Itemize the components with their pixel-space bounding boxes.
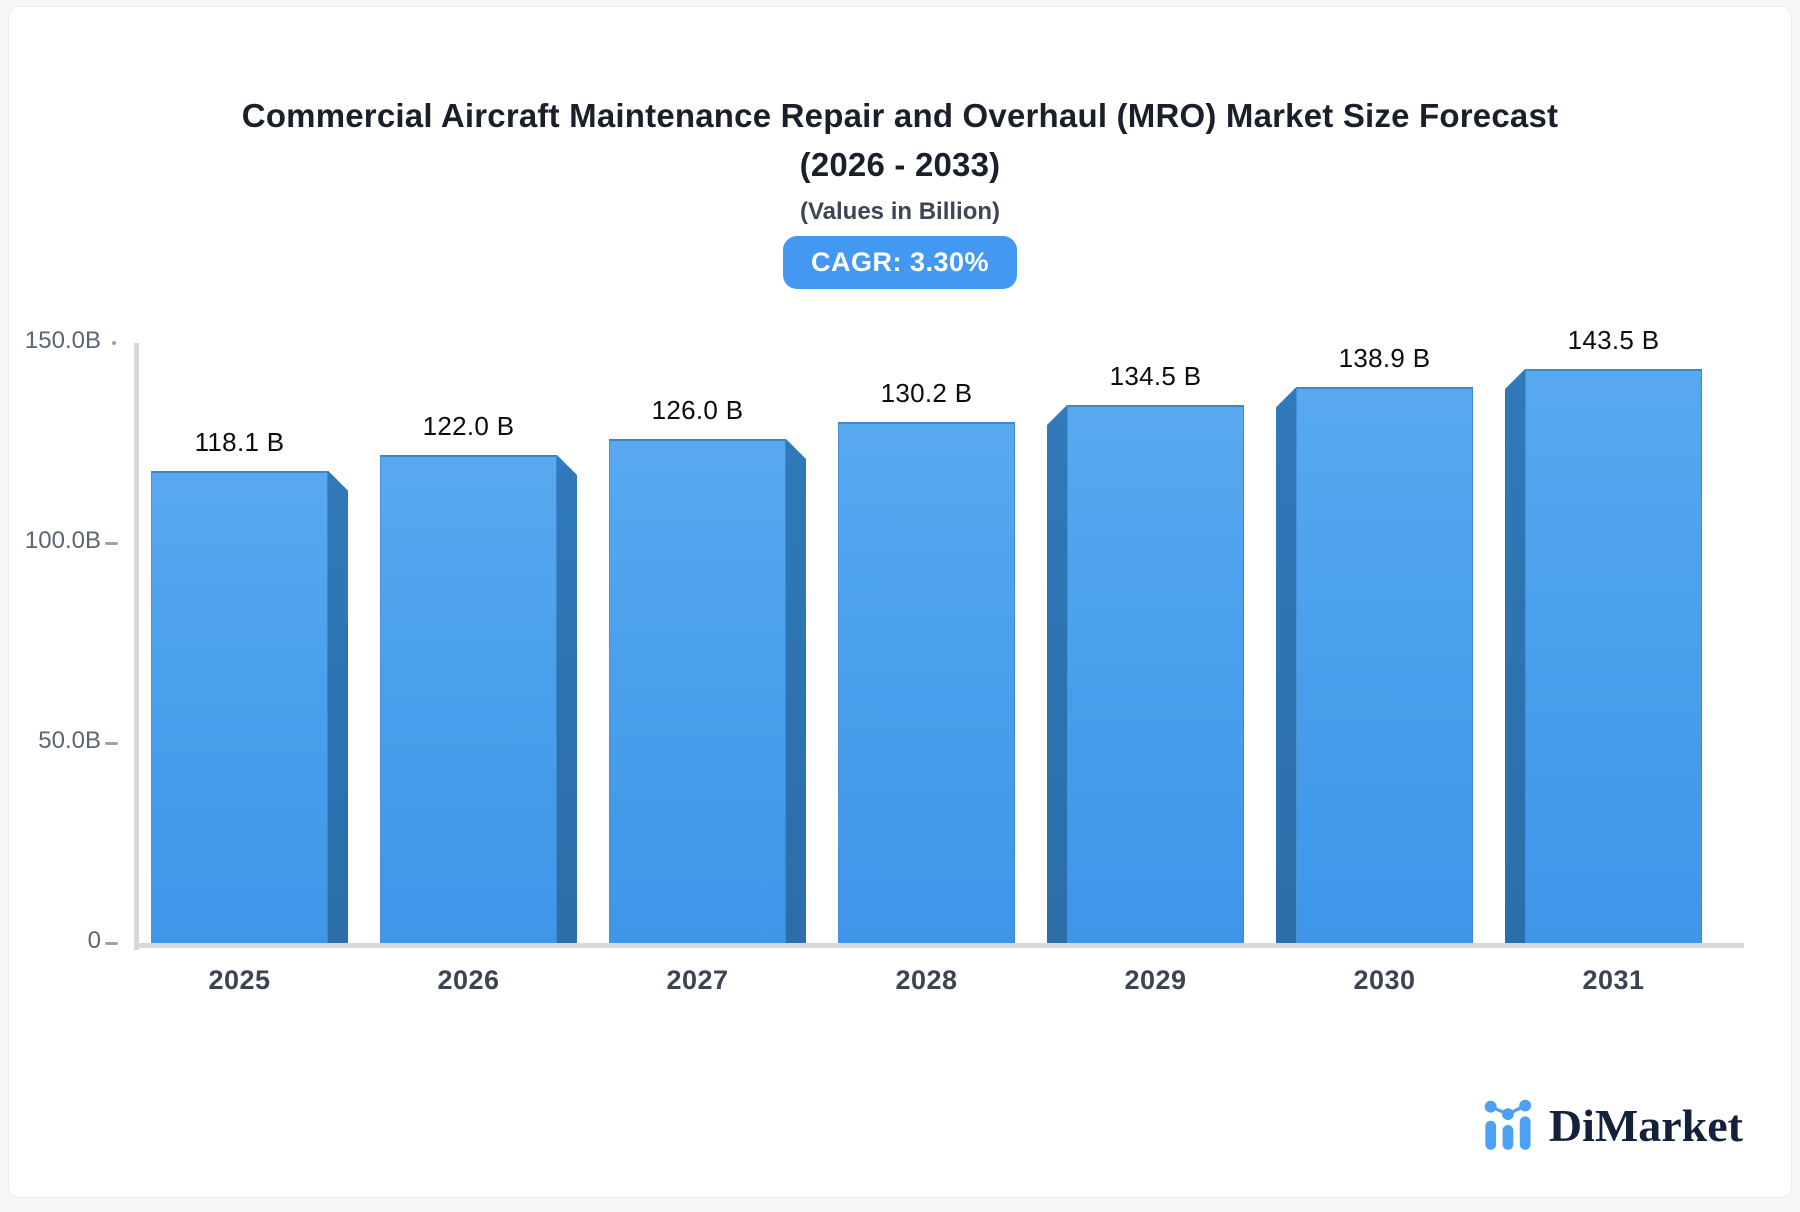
y-axis-tick-label: 150.0B (24, 327, 101, 354)
bar-value-label: 138.9 B (1338, 343, 1431, 374)
brand-logo-icon (1484, 1099, 1531, 1150)
cagr-badge: CAGR: 3.30% (782, 236, 1018, 289)
bar-3d-side (1047, 405, 1067, 943)
bar-2028[interactable] (838, 422, 1015, 943)
bar-value-label: 130.2 B (880, 378, 973, 409)
brand-logo[interactable]: DiMarket (1481, 1097, 1743, 1153)
bar-2025[interactable] (151, 470, 328, 943)
y-axis-tick-label: 100.0B (24, 527, 101, 554)
x-axis-label-2030: 2030 (1353, 965, 1416, 995)
bar-value-label: 122.0 B (422, 411, 515, 441)
x-axis-label-2031: 2031 (1582, 965, 1645, 995)
bar-3d-side (557, 455, 577, 943)
chart-title-line2: (2026 - 2033) (799, 146, 1001, 183)
bar-chart-plot-area: 0 50.0B 100.0B 150.0B 118.1 B 2025 122.0 B 2026… (9, 7, 1791, 1197)
bar-value-label: 118.1 B (194, 426, 285, 457)
x-axis-label-2028: 2028 (895, 965, 958, 995)
bar-3d-side (1505, 369, 1525, 943)
bar-3d-side (1276, 387, 1296, 943)
bar-3d-side (328, 470, 348, 943)
chart-card: Commercial Aircraft Maintenance Repair a… (8, 6, 1792, 1198)
y-axis-tick-label: 50.0B (38, 727, 101, 754)
y-axis-tick-mark (105, 942, 118, 945)
bar-2026[interactable] (380, 455, 557, 943)
x-axis-label-2026: 2026 (437, 965, 500, 995)
bar-value-label: 134.5 B (1109, 361, 1202, 391)
chart-subtitle: (Values in Billion) (799, 198, 1001, 225)
chart-title-line1: Commercial Aircraft Maintenance Repair a… (241, 97, 1559, 134)
y-axis-tick-mark (105, 542, 118, 545)
bar-2029[interactable] (1067, 405, 1244, 943)
bar-2031[interactable] (1525, 369, 1702, 943)
y-axis-tick-mark (105, 742, 118, 745)
brand-logo-text: DiMarket (1548, 1099, 1743, 1151)
y-axis-line (134, 343, 139, 950)
chart-header: Commercial Aircraft Maintenance Repair a… (9, 91, 1791, 289)
y-axis-tick-mark (112, 341, 116, 345)
x-axis-label-2029: 2029 (1124, 965, 1187, 995)
bar-value-label: 143.5 B (1567, 325, 1660, 355)
bar-2030[interactable] (1296, 387, 1473, 943)
y-axis-tick-label: 0 (87, 927, 101, 954)
x-axis-label-2025: 2025 (208, 965, 271, 995)
bar-3d-side (786, 439, 806, 943)
x-axis-line (134, 943, 1744, 948)
bar-2027[interactable] (609, 439, 786, 943)
x-axis-label-2027: 2027 (666, 965, 729, 995)
bar-value-label: 126.0 B (651, 395, 744, 425)
